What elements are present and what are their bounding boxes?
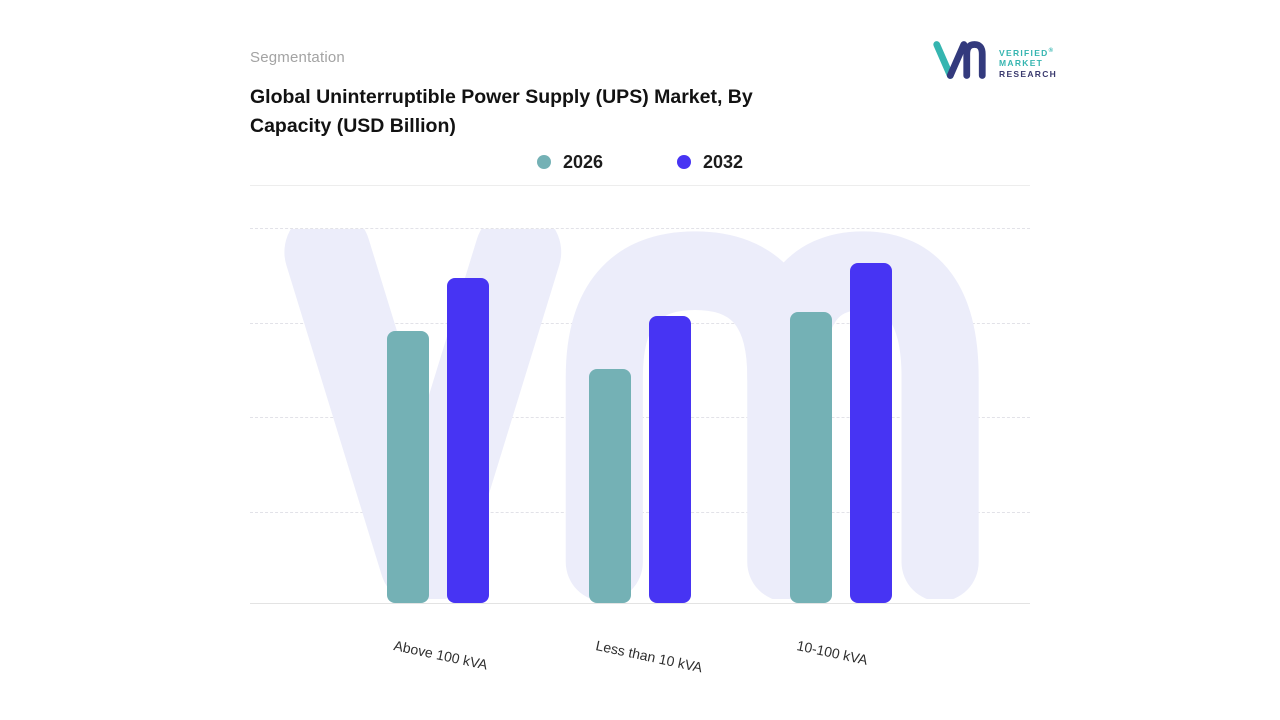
logo-line-market: MARKET: [999, 58, 1044, 69]
header-divider: [250, 185, 1030, 186]
gridline: [250, 322, 1030, 324]
logo-line-research: RESEARCH: [999, 69, 1058, 80]
legend-dot-2032: [677, 155, 691, 169]
legend-dot-2026: [536, 155, 551, 169]
category-label-less-than-10-kva: Less than 10 kVA: [594, 637, 704, 676]
legend-item-2026: 2026: [536, 151, 603, 173]
vmr-logo: VERIFIED® MARKET RESEARCH: [928, 38, 1057, 87]
vmr-logo-mark-icon: [928, 38, 990, 87]
bar-2026-less-than-10-kva: [589, 369, 631, 603]
logo-line-verified: VERIFIED®: [999, 47, 1055, 58]
category-label-above-100-kva: Above 100 kVA: [392, 637, 490, 673]
bar-2026-above-100-kva: [387, 331, 429, 603]
gridline: [250, 228, 1030, 229]
legend-label-2032: 2032: [703, 151, 744, 172]
chart-title: Global Uninterruptible Power Supply (UPS…: [250, 83, 870, 141]
x-axis-line: [250, 603, 1030, 604]
gridline: [250, 417, 1030, 418]
category-label-10-100-kva: 10-100 kVA: [795, 637, 870, 668]
bar-2026-10-100-kva: [790, 312, 832, 603]
gridline: [250, 511, 1030, 513]
chart-title-line-1: Global Uninterruptible Power Supply (UPS…: [250, 86, 753, 108]
bar-2032-above-100-kva: [447, 278, 489, 603]
bar-2032-less-than-10-kva: [649, 316, 691, 603]
vmr-logo-text: VERIFIED® MARKET RESEARCH: [999, 46, 1058, 80]
legend-label-2026: 2026: [562, 151, 603, 172]
legend-item-2032: 2032: [677, 152, 743, 173]
registered-trademark-icon: ®: [1048, 47, 1055, 54]
bar-2032-10-100-kva: [850, 263, 892, 603]
chart-title-line-2: Capacity (USD Billion): [250, 115, 456, 137]
plot-area: Above 100 kVA Less than 10 kVA 10-100 kVA: [250, 225, 1030, 675]
segmentation-label: Segmentation: [250, 49, 345, 66]
legend: 2026 2032: [250, 147, 1030, 177]
